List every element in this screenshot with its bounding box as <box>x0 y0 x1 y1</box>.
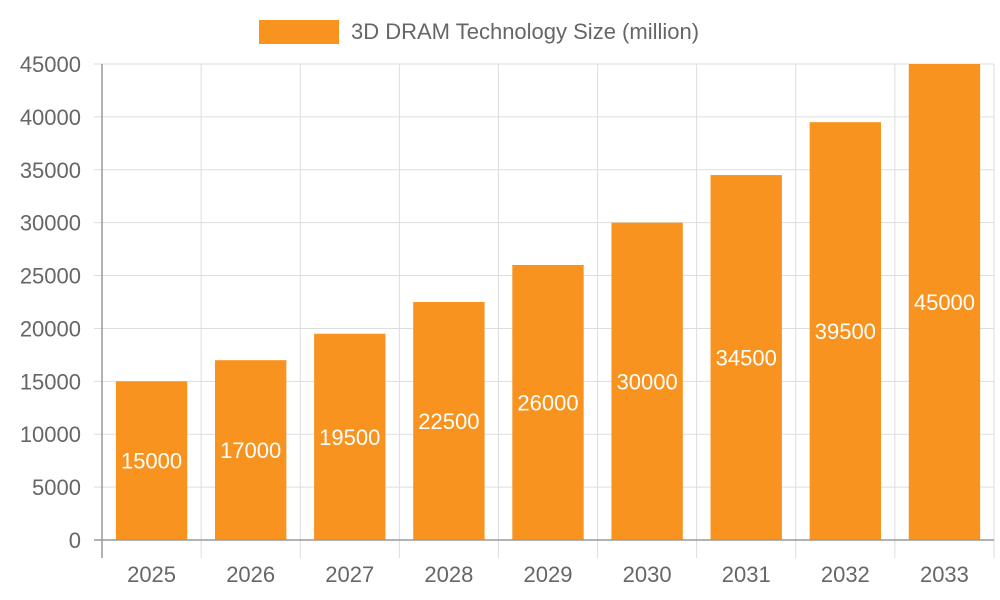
y-tick-label: 10000 <box>20 422 81 447</box>
bar-value-label: 17000 <box>220 438 281 463</box>
bar-value-label: 34500 <box>716 346 777 371</box>
bar-value-label: 39500 <box>815 319 876 344</box>
labels: 0 5000 10000 15000 20000 25000 30000 35000 40000… <box>20 52 975 587</box>
bar-value-label: 22500 <box>418 409 479 434</box>
x-tick-label: 2026 <box>226 562 275 587</box>
bar <box>512 264 584 540</box>
y-tick-label: 30000 <box>20 211 81 236</box>
bar <box>710 175 782 541</box>
bars <box>115 64 981 541</box>
y-tick-label: 15000 <box>20 369 81 394</box>
x-tick-label: 2027 <box>325 562 374 587</box>
y-tick-label: 5000 <box>32 475 81 500</box>
x-tick-label: 2031 <box>722 562 771 587</box>
legend-swatch <box>259 20 339 44</box>
x-tick-label: 2033 <box>920 562 969 587</box>
x-tick-label: 2032 <box>821 562 870 587</box>
bar <box>908 64 981 540</box>
y-tick-label: 25000 <box>20 264 81 289</box>
y-tick-label: 20000 <box>20 316 81 341</box>
bar <box>413 302 485 540</box>
x-tick-label: 2030 <box>623 562 672 587</box>
y-tick-label: 40000 <box>20 105 81 130</box>
axes <box>94 64 994 558</box>
y-tick-label: 45000 <box>20 52 81 77</box>
bar <box>214 360 287 540</box>
bar-value-label: 19500 <box>319 425 380 450</box>
bar <box>809 122 882 540</box>
x-tick-label: 2029 <box>524 562 573 587</box>
bar-value-label: 15000 <box>121 449 182 474</box>
bar <box>611 222 683 540</box>
x-tick-label: 2028 <box>424 562 473 587</box>
y-tick-label: 35000 <box>20 158 81 183</box>
x-tick-label: 2025 <box>127 562 176 587</box>
bar-value-label: 30000 <box>617 369 678 394</box>
bar <box>314 333 386 540</box>
y-tick-label: 0 <box>69 528 81 553</box>
bar <box>115 381 188 540</box>
legend-label: 3D DRAM Technology Size (million) <box>351 19 699 44</box>
legend[interactable]: 3D DRAM Technology Size (million) <box>259 19 699 44</box>
bar-value-label: 45000 <box>914 290 975 315</box>
bar-value-label: 26000 <box>517 390 578 415</box>
